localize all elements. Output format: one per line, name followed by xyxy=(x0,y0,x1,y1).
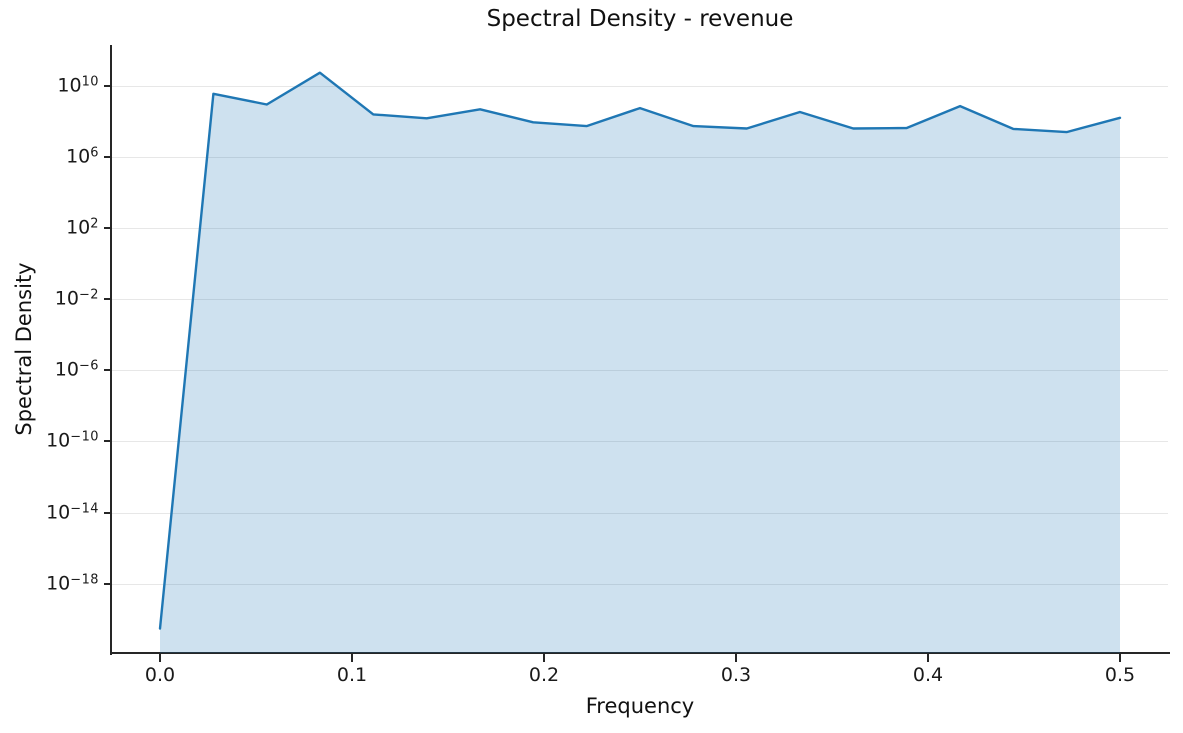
y-tick-label: 10−6 xyxy=(54,358,99,381)
x-tick-label: 0.4 xyxy=(912,664,944,686)
y-tick-label: 1010 xyxy=(57,74,99,97)
y-tick-mark xyxy=(104,298,112,301)
gridline-1e2 xyxy=(112,228,1168,230)
y-tick-mark xyxy=(104,156,112,158)
gridline-1e-2 xyxy=(112,299,1168,301)
x-tick-mark xyxy=(159,654,161,662)
x-tick-label: 0.5 xyxy=(1104,664,1136,686)
density-line xyxy=(158,71,1122,630)
spectral-density-series xyxy=(158,71,1122,653)
x-axis-title: Frequency xyxy=(585,694,695,718)
x-axis-spine xyxy=(110,652,1170,654)
x-tick-mark xyxy=(927,654,929,662)
y-tick-mark xyxy=(104,511,112,514)
gridline-1e6 xyxy=(112,157,1168,158)
y-tick-label: 10−10 xyxy=(46,429,99,452)
y-axis-spine xyxy=(110,45,112,655)
y-tick-label: 10−18 xyxy=(46,572,99,595)
gridline-1e-10 xyxy=(112,441,1168,443)
gridline-1e-14 xyxy=(112,512,1168,514)
x-tick-mark xyxy=(735,654,737,662)
x-tick-label: 0.3 xyxy=(720,664,752,686)
y-axis-title: Spectral Density xyxy=(12,262,36,436)
x-tick-mark xyxy=(351,654,353,662)
chart-title: Spectral Density - revenue xyxy=(486,6,794,32)
gridline-1e10 xyxy=(112,85,1168,87)
y-tick-mark xyxy=(104,582,112,585)
y-tick-mark xyxy=(104,369,112,372)
x-tick-mark xyxy=(1119,654,1121,662)
x-tick-label: 0.1 xyxy=(336,664,368,686)
y-tick-label: 106 xyxy=(66,145,99,168)
area-fill xyxy=(160,72,1120,653)
y-tick-label: 10−2 xyxy=(54,287,99,310)
y-tick-mark xyxy=(104,227,112,230)
gridline-1e-18 xyxy=(112,583,1168,585)
x-tick-label: 0.2 xyxy=(528,664,560,686)
gridline-1e-6 xyxy=(112,370,1168,372)
y-tick-label: 102 xyxy=(66,216,99,239)
plot-area xyxy=(112,45,1168,653)
y-tick-mark xyxy=(104,440,112,443)
y-tick-mark xyxy=(104,84,112,87)
y-tick-label: 10−14 xyxy=(46,501,99,524)
x-tick-label: 0.0 xyxy=(144,664,176,686)
x-tick-mark xyxy=(543,654,545,662)
